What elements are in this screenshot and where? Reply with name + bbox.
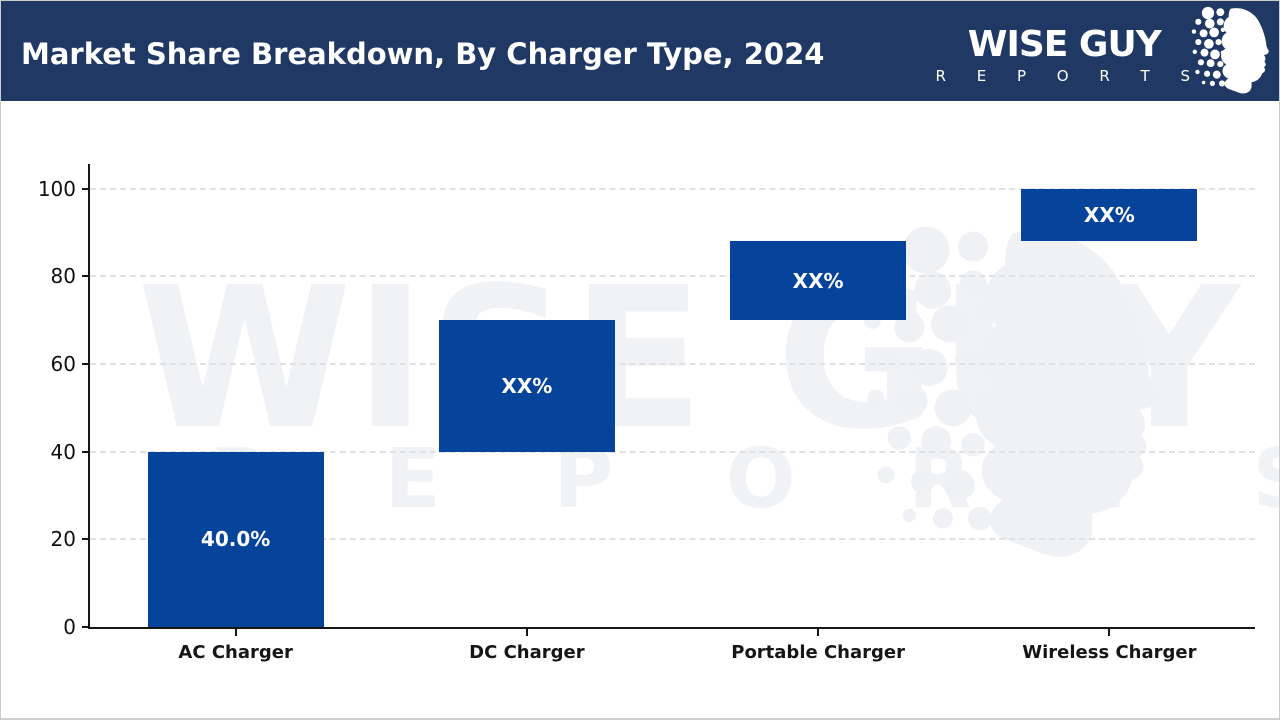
y-tick-label-0: 0 [63, 615, 76, 639]
x-tick-mark-wireless-charger [1108, 629, 1111, 636]
x-axis-label-wireless-charger: Wireless Charger [1022, 642, 1197, 663]
wiseguy-head-icon [1187, 6, 1273, 94]
y-tick-label-100: 100 [37, 176, 76, 201]
y-tick-mark-100 [82, 187, 90, 190]
y-tick-label-40: 40 [50, 439, 76, 464]
y-tick-mark-20 [82, 538, 90, 541]
y-tick-mark-80 [82, 275, 90, 278]
x-axis-label-ac-charger: AC Charger [178, 642, 293, 663]
x-axis-label-dc-charger: DC Charger [469, 642, 585, 663]
gridline-80 [90, 275, 1255, 278]
bar-value-label-dc-charger: XX% [501, 373, 553, 398]
y-tick-mark-0 [82, 626, 90, 628]
y-tick-label-20: 20 [50, 527, 76, 552]
logo-wordmark-line1: WISE GUY [967, 24, 1162, 65]
y-tick-label-60: 60 [50, 351, 76, 376]
wiseguy-logo: WISE GUY R E P O R T S [926, 6, 1273, 94]
bar-portable-charger [730, 241, 907, 321]
x-axis-label-portable-charger: Portable Charger [731, 642, 905, 663]
bar-wireless-charger [1021, 188, 1198, 242]
y-tick-mark-60 [82, 362, 90, 365]
x-tick-mark-portable-charger [817, 629, 820, 636]
bar-dc-charger [438, 320, 615, 452]
gridline-60 [90, 362, 1255, 365]
y-axis-spine [88, 164, 90, 629]
logo-wordmark-line2: R E P O R T S [935, 67, 1203, 85]
page-title: Market Share Breakdown, By Charger Type,… [21, 37, 825, 71]
bar-value-label-ac-charger: 40.0% [200, 527, 271, 552]
gridline-40 [90, 450, 1255, 453]
header-bar: Market Share Breakdown, By Charger Type,… [1, 1, 1279, 101]
gridline-100 [90, 187, 1255, 190]
x-tick-mark-ac-charger [234, 629, 237, 636]
x-tick-mark-dc-charger [525, 629, 528, 636]
logo-wordmark: WISE GUY R E P O R T S [926, 24, 1203, 86]
gridline-20 [90, 538, 1255, 541]
bar-ac-charger [147, 451, 324, 627]
bar-value-label-portable-charger: XX% [792, 268, 844, 293]
x-axis-spine [88, 627, 1255, 629]
y-tick-mark-40 [82, 450, 90, 453]
y-tick-label-80: 80 [50, 264, 76, 289]
bar-value-label-wireless-charger: XX% [1083, 202, 1135, 227]
